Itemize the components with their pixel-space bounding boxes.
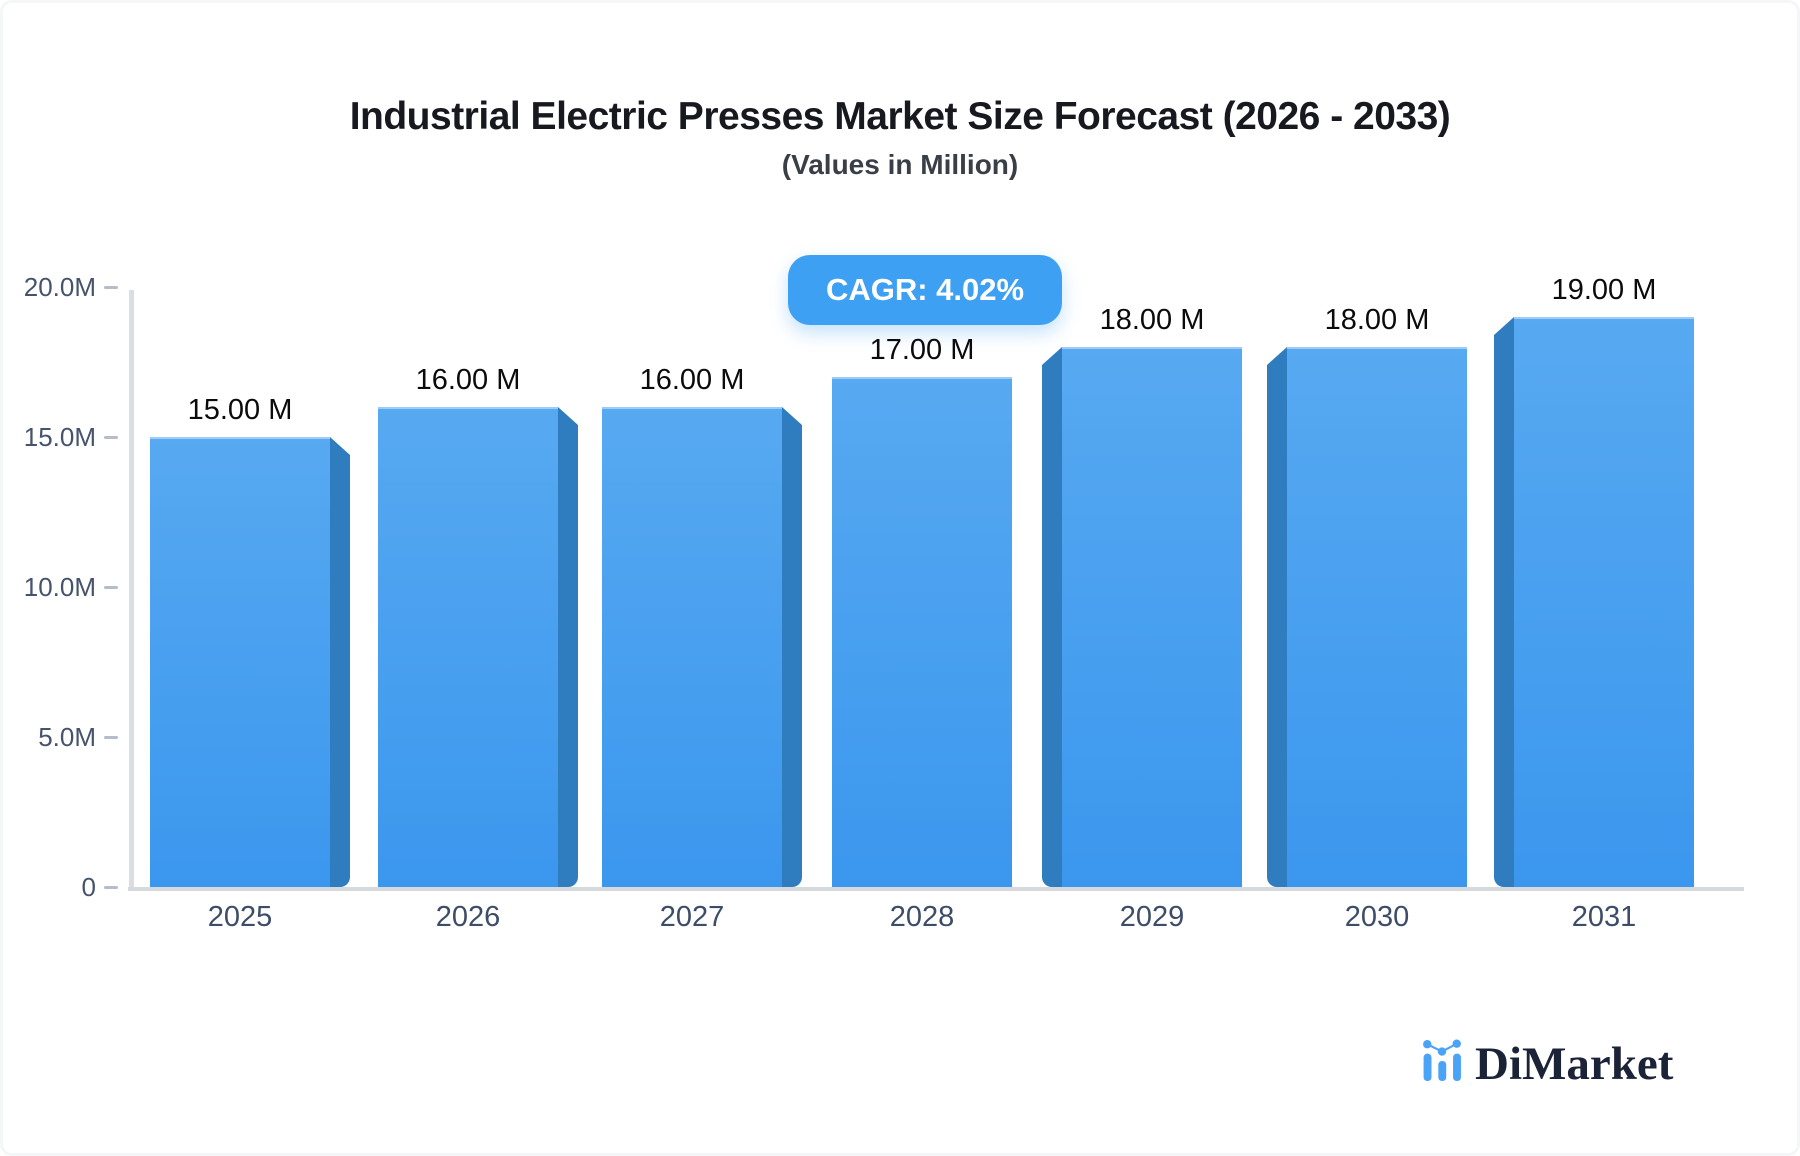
- xtick-label-2027: 2027: [659, 901, 725, 933]
- xtick-label-2025: 2025: [207, 901, 273, 933]
- bar-side-face: [1042, 347, 1062, 887]
- bar-value-label: 18.00 M: [1099, 304, 1205, 336]
- bar-face: [832, 377, 1012, 887]
- bar-2025[interactable]: 15.00 M: [150, 394, 350, 887]
- bar-face: [1287, 347, 1467, 887]
- bar-face: [1514, 317, 1694, 887]
- bar-side-face: [330, 437, 350, 887]
- cagr-badge-label: CAGR: 4.02%: [825, 272, 1025, 307]
- bar-face: [602, 407, 782, 887]
- xtick-label-2026: 2026: [435, 901, 501, 933]
- xtick-label-2028: 2028: [889, 901, 955, 933]
- ytick-dash: [104, 886, 118, 889]
- bar-2031[interactable]: 19.00 M: [1494, 274, 1694, 887]
- bar-2026[interactable]: 16.00 M: [378, 364, 578, 887]
- ytick-label-0: 0: [81, 872, 96, 902]
- ytick-dash: [104, 586, 118, 589]
- bar-side-face: [782, 407, 802, 887]
- bar-side-face: [1494, 317, 1514, 887]
- bar-face: [1062, 347, 1242, 887]
- ytick-dash: [104, 436, 118, 439]
- bar-value-label: 15.00 M: [187, 394, 293, 426]
- xtick-label-2030: 2030: [1344, 901, 1410, 933]
- ytick-dash: [104, 286, 118, 289]
- bar-2027[interactable]: 16.00 M: [602, 364, 802, 887]
- y-axis-line: [129, 290, 134, 887]
- ytick-label-5m: 5.0M: [38, 722, 96, 752]
- ytick-dash: [104, 736, 118, 739]
- ytick-label-15m: 15.0M: [23, 422, 96, 452]
- logo-text: DiMarket: [1475, 1037, 1674, 1090]
- ytick-label-20m: 20.0M: [23, 272, 96, 302]
- bar-value-label: 16.00 M: [639, 364, 745, 396]
- chart-title: Industrial Electric Presses Market Size …: [349, 95, 1451, 138]
- dimarket-logo: DiMarket: [1422, 1038, 1673, 1087]
- ytick-label-10m: 10.0M: [23, 572, 96, 602]
- bar-2028[interactable]: 17.00 M: [832, 334, 1012, 887]
- mini-bar-chart-dots-icon: [1422, 1038, 1462, 1087]
- bar-2029[interactable]: 18.00 M: [1042, 304, 1242, 887]
- bar-value-label: 16.00 M: [415, 364, 521, 396]
- cagr-badge: CAGR: 4.02%: [788, 255, 1062, 325]
- bar-face: [378, 407, 558, 887]
- x-axis-line: [128, 887, 1744, 891]
- bar-side-face: [558, 407, 578, 887]
- bar-2030[interactable]: 18.00 M: [1267, 304, 1467, 887]
- chart-subtitle: (Values in Million): [781, 149, 1019, 180]
- bar-value-label: 19.00 M: [1551, 274, 1657, 306]
- xtick-label-2031: 2031: [1571, 901, 1637, 933]
- bar-value-label: 18.00 M: [1324, 304, 1430, 336]
- bar-face: [150, 437, 330, 887]
- bar-value-label: 17.00 M: [869, 334, 975, 366]
- bar-side-face: [1267, 347, 1287, 887]
- xtick-label-2029: 2029: [1119, 901, 1185, 933]
